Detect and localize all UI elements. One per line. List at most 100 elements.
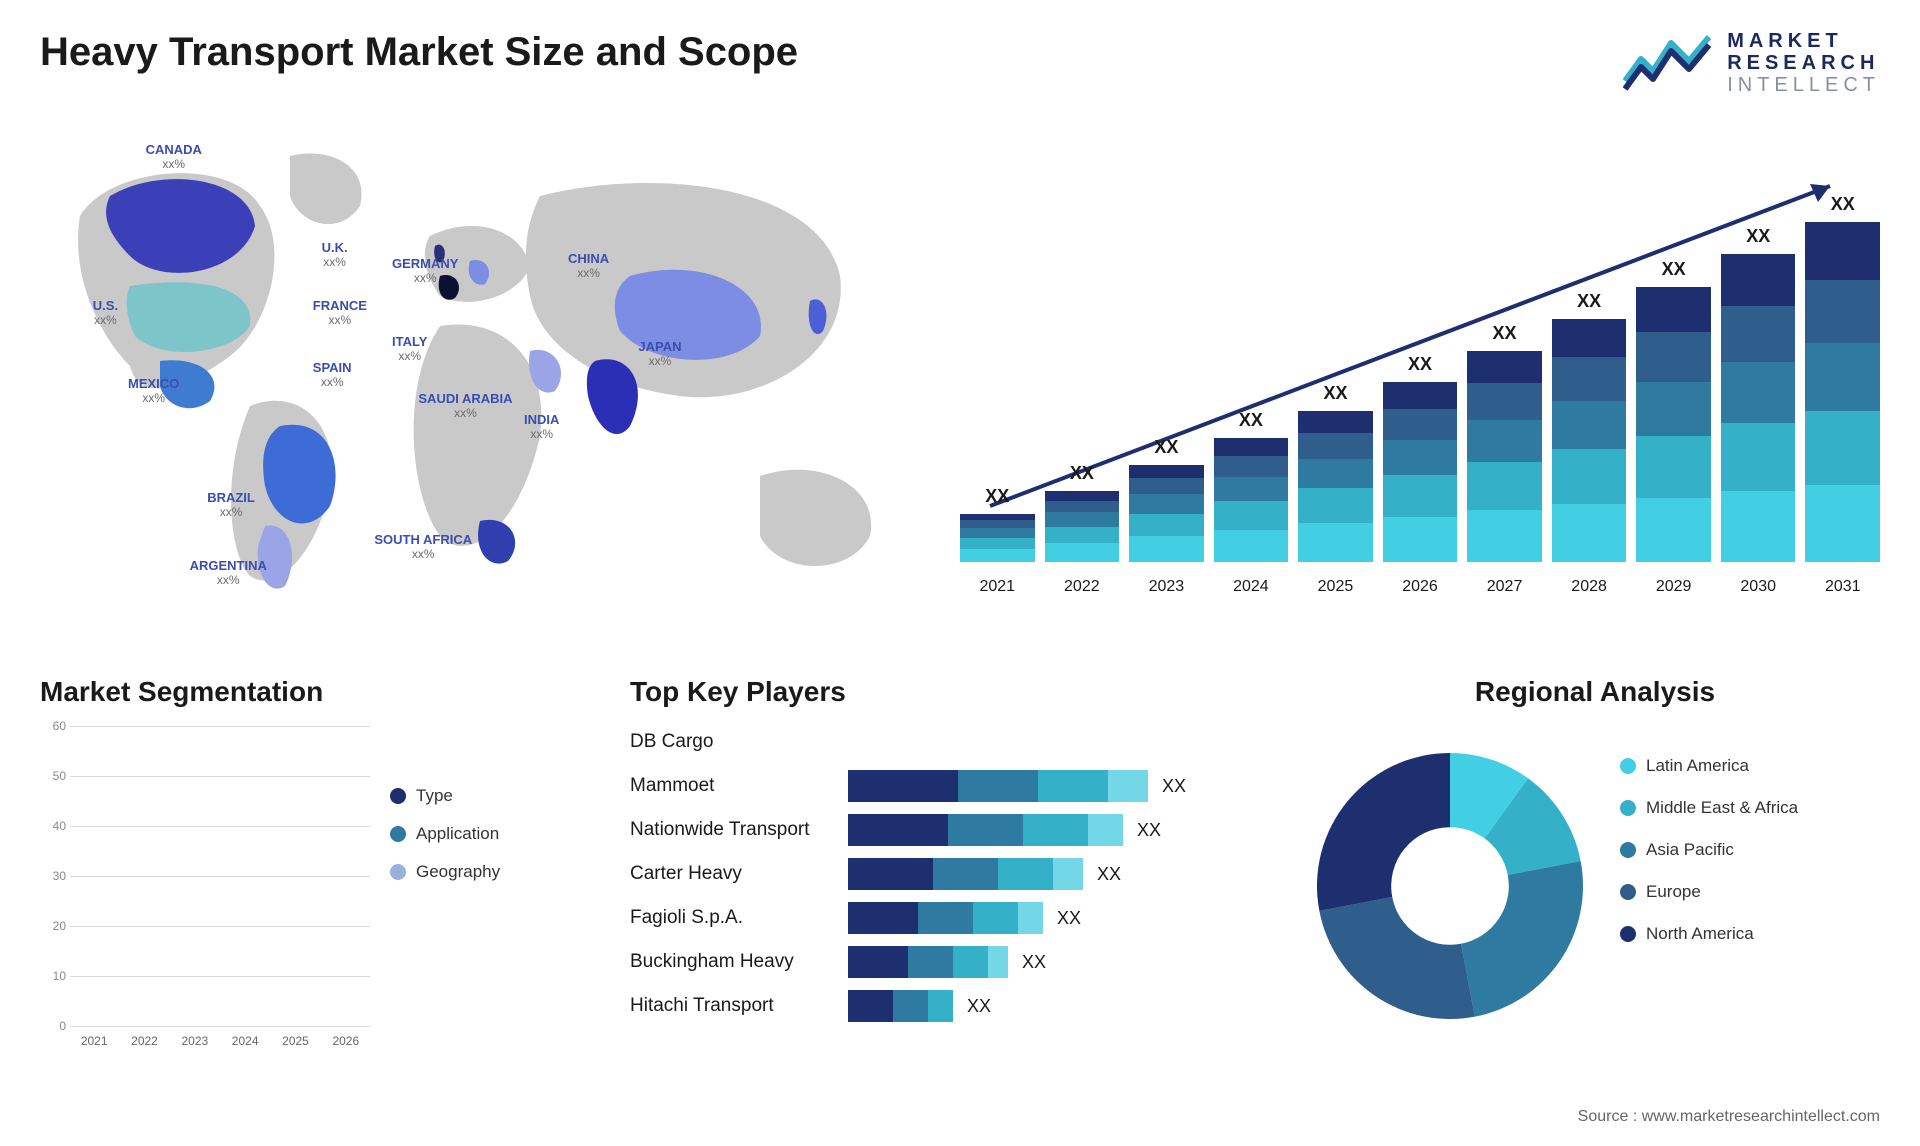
seg-ytick: 10 <box>40 969 66 983</box>
growth-bar-label: XX <box>1721 226 1796 247</box>
map-label: U.S.xx% <box>93 298 118 327</box>
player-label: Carter Heavy <box>630 863 830 885</box>
growth-year-label: 2030 <box>1721 578 1796 596</box>
growth-bar: XX <box>1214 438 1289 562</box>
legend-item: Geography <box>390 862 500 882</box>
map-label: FRANCExx% <box>313 298 367 327</box>
player-value: XX <box>1137 820 1161 841</box>
source-attribution: Source : www.marketresearchintellect.com <box>1578 1108 1880 1126</box>
map-label: ARGENTINAxx% <box>190 558 267 587</box>
growth-bar: XX <box>1552 319 1627 562</box>
map-label: BRAZILxx% <box>207 490 255 519</box>
map-label: SAUDI ARABIAxx% <box>418 391 512 420</box>
logo-text-1: MARKET <box>1727 30 1880 52</box>
player-bar-row: XX <box>848 858 1280 890</box>
map-label: CHINAxx% <box>568 251 609 280</box>
brand-logo: MARKET RESEARCH INTELLECT <box>1623 30 1880 96</box>
legend-label: Application <box>416 824 499 844</box>
player-value: XX <box>967 996 991 1017</box>
player-bar-row: XX <box>848 770 1280 802</box>
player-bar-row: XX <box>848 990 1280 1022</box>
legend-item: Europe <box>1620 882 1798 902</box>
growth-bar: XX <box>1805 222 1880 562</box>
growth-year-label: 2029 <box>1636 578 1711 596</box>
legend-label: Asia Pacific <box>1646 840 1734 860</box>
legend-label: Latin America <box>1646 756 1749 776</box>
legend-item: Application <box>390 824 500 844</box>
players-heading: Top Key Players <box>630 676 1280 708</box>
logo-text-2: RESEARCH <box>1727 52 1880 74</box>
growth-bar-label: XX <box>1383 354 1458 375</box>
growth-year-label: 2025 <box>1298 578 1373 596</box>
seg-ytick: 40 <box>40 819 66 833</box>
seg-year-label: 2025 <box>275 1034 315 1048</box>
legend-swatch-icon <box>1620 800 1636 816</box>
player-bar-row: XX <box>848 946 1280 978</box>
map-label: U.K.xx% <box>322 240 348 269</box>
page-title: Heavy Transport Market Size and Scope <box>40 30 798 75</box>
growth-year-label: 2031 <box>1805 578 1880 596</box>
legend-swatch-icon <box>390 826 406 842</box>
segmentation-chart: 0102030405060 202120222023202420252026 <box>40 726 370 1056</box>
map-label: JAPANxx% <box>638 339 681 368</box>
regional-donut <box>1310 746 1590 1026</box>
growth-bar: XX <box>1383 382 1458 562</box>
growth-bar-label: XX <box>1805 194 1880 215</box>
growth-chart: XXXXXXXXXXXXXXXXXXXXXX 20212022202320242… <box>960 126 1880 646</box>
legend-swatch-icon <box>1620 926 1636 942</box>
legend-item: Latin America <box>1620 756 1798 776</box>
legend-swatch-icon <box>1620 842 1636 858</box>
growth-year-label: 2021 <box>960 578 1035 596</box>
seg-year-label: 2022 <box>124 1034 164 1048</box>
growth-year-label: 2026 <box>1383 578 1458 596</box>
seg-ytick: 30 <box>40 869 66 883</box>
player-bar-row: XX <box>848 902 1280 934</box>
growth-year-label: 2027 <box>1467 578 1542 596</box>
segmentation-heading: Market Segmentation <box>40 676 600 708</box>
seg-year-label: 2021 <box>74 1034 114 1048</box>
legend-label: Middle East & Africa <box>1646 798 1798 818</box>
growth-year-label: 2028 <box>1552 578 1627 596</box>
growth-bar-label: XX <box>960 486 1035 507</box>
growth-bar-label: XX <box>1045 463 1120 484</box>
seg-year-label: 2024 <box>225 1034 265 1048</box>
player-label: Nationwide Transport <box>630 819 830 841</box>
growth-bar: XX <box>1129 465 1204 562</box>
legend-label: Type <box>416 786 453 806</box>
player-label: Fagioli S.p.A. <box>630 907 830 929</box>
logo-mark-icon <box>1623 31 1713 96</box>
legend-swatch-icon <box>390 788 406 804</box>
segmentation-legend: Type Application Geography <box>390 726 500 1076</box>
player-value: XX <box>1057 908 1081 929</box>
growth-bar-label: XX <box>1129 437 1204 458</box>
player-label: Hitachi Transport <box>630 995 830 1017</box>
growth-bar: XX <box>1467 351 1542 562</box>
map-label: INDIAxx% <box>524 412 559 441</box>
player-label: Mammoet <box>630 775 830 797</box>
legend-label: North America <box>1646 924 1754 944</box>
legend-item: North America <box>1620 924 1798 944</box>
player-bar-row: XX <box>848 814 1280 846</box>
legend-swatch-icon <box>1620 884 1636 900</box>
players-chart: XX XX XX XX XX XX <box>848 726 1280 1022</box>
growth-bar: XX <box>1045 491 1120 562</box>
player-value: XX <box>1097 864 1121 885</box>
growth-bar-label: XX <box>1214 410 1289 431</box>
map-label: ITALYxx% <box>392 334 427 363</box>
growth-bar: XX <box>1636 287 1711 563</box>
regional-heading: Regional Analysis <box>1310 676 1880 708</box>
legend-item: Asia Pacific <box>1620 840 1798 860</box>
players-labels: DB Cargo Mammoet Nationwide Transport Carte… <box>630 726 830 1022</box>
player-label: DB Cargo <box>630 731 830 753</box>
player-label: Buckingham Heavy <box>630 951 830 973</box>
map-label: GERMANYxx% <box>392 256 458 285</box>
seg-ytick: 60 <box>40 719 66 733</box>
player-bar-row <box>848 726 1280 758</box>
seg-year-label: 2023 <box>175 1034 215 1048</box>
growth-bar-label: XX <box>1636 259 1711 280</box>
seg-ytick: 20 <box>40 919 66 933</box>
legend-item: Middle East & Africa <box>1620 798 1798 818</box>
growth-bar: XX <box>960 514 1035 562</box>
regional-legend: Latin America Middle East & Africa Asia Pa… <box>1620 726 1798 1026</box>
growth-bar: XX <box>1721 254 1796 562</box>
